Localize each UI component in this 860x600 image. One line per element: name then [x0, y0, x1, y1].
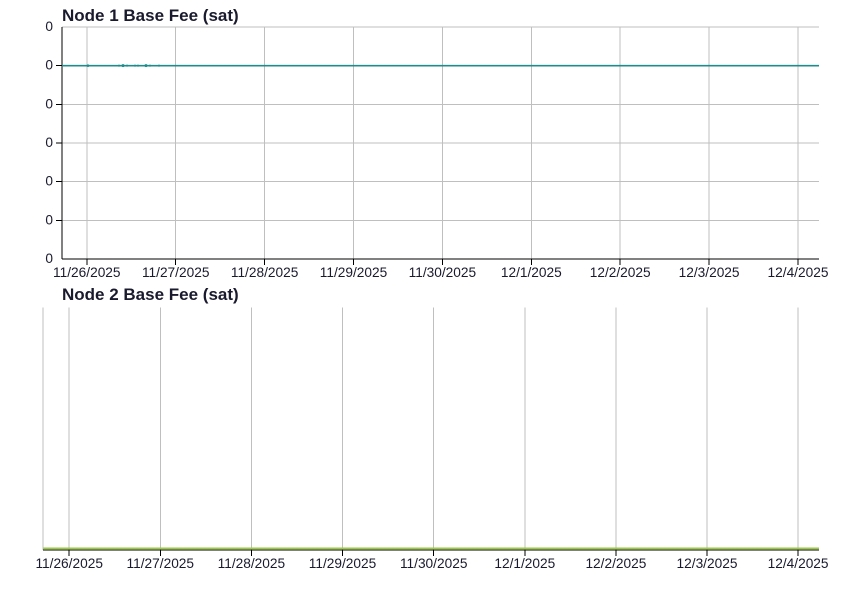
- svg-text:0: 0: [45, 174, 53, 189]
- svg-text:11/30/2025: 11/30/2025: [400, 556, 468, 571]
- svg-text:11/29/2025: 11/29/2025: [309, 556, 377, 571]
- svg-text:12/3/2025: 12/3/2025: [677, 556, 738, 571]
- svg-text:12/1/2025: 12/1/2025: [501, 265, 562, 280]
- svg-text:0: 0: [45, 251, 53, 266]
- svg-text:12/4/2025: 12/4/2025: [768, 556, 829, 571]
- svg-text:12/4/2025: 12/4/2025: [768, 265, 829, 280]
- svg-text:11/30/2025: 11/30/2025: [409, 265, 477, 280]
- svg-text:11/28/2025: 11/28/2025: [218, 556, 286, 571]
- svg-text:11/26/2025: 11/26/2025: [35, 556, 103, 571]
- svg-text:12/1/2025: 12/1/2025: [494, 556, 555, 571]
- svg-text:11/27/2025: 11/27/2025: [142, 265, 210, 280]
- svg-text:0: 0: [45, 19, 53, 34]
- svg-text:11/27/2025: 11/27/2025: [127, 556, 195, 571]
- svg-text:0: 0: [45, 58, 53, 73]
- svg-text:0: 0: [45, 135, 53, 150]
- svg-text:12/3/2025: 12/3/2025: [679, 265, 740, 280]
- svg-text:12/2/2025: 12/2/2025: [590, 265, 651, 280]
- svg-text:12/2/2025: 12/2/2025: [585, 556, 646, 571]
- svg-text:0: 0: [45, 96, 53, 111]
- svg-text:0: 0: [45, 212, 53, 227]
- svg-text:11/29/2025: 11/29/2025: [320, 265, 388, 280]
- svg-text:11/26/2025: 11/26/2025: [53, 265, 121, 280]
- svg-text:11/28/2025: 11/28/2025: [231, 265, 299, 280]
